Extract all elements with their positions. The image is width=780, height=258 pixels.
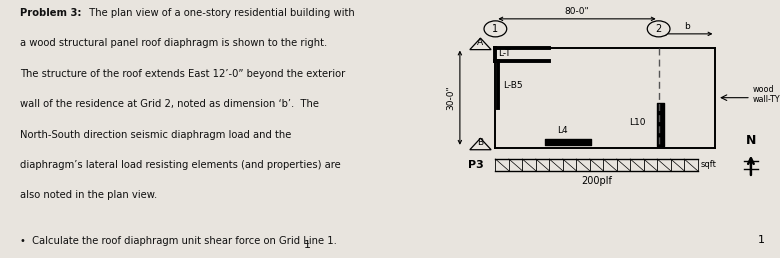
Text: sqft: sqft xyxy=(700,160,716,169)
Circle shape xyxy=(647,21,670,37)
Text: Problem 3:: Problem 3: xyxy=(20,8,82,18)
Text: •  Calculate the roof diaphragm unit shear force on Grid Line 1.: • Calculate the roof diaphragm unit shea… xyxy=(20,236,337,246)
Text: L10: L10 xyxy=(629,118,645,127)
Text: also noted in the plan view.: also noted in the plan view. xyxy=(20,190,158,200)
Text: L-T: L-T xyxy=(498,49,511,58)
Text: The plan view of a one-story residential building with: The plan view of a one-story residential… xyxy=(83,8,355,18)
Text: wall of the residence at Grid 2, noted as dimension ‘b’.  The: wall of the residence at Grid 2, noted a… xyxy=(20,99,320,109)
Text: diaphragm’s lateral load resisting elements (and properties) are: diaphragm’s lateral load resisting eleme… xyxy=(20,160,341,170)
Text: a wood structural panel roof diaphragm is shown to the right.: a wood structural panel roof diaphragm i… xyxy=(20,38,328,48)
Text: The structure of the roof extends East 12’-0” beyond the exterior: The structure of the roof extends East 1… xyxy=(20,69,346,79)
Text: 2: 2 xyxy=(655,24,661,34)
Text: b: b xyxy=(684,22,690,31)
Text: A: A xyxy=(477,38,484,47)
Text: 1: 1 xyxy=(304,240,311,250)
Text: North-South direction seismic diaphragm load and the: North-South direction seismic diaphragm … xyxy=(20,130,292,140)
Text: P3: P3 xyxy=(468,160,484,170)
Text: 1: 1 xyxy=(492,24,498,34)
Text: L-B5: L-B5 xyxy=(503,81,523,90)
Text: B: B xyxy=(477,138,484,147)
Polygon shape xyxy=(470,138,491,150)
Circle shape xyxy=(484,21,507,37)
Text: 200plf: 200plf xyxy=(581,176,612,186)
Text: 1: 1 xyxy=(758,235,765,245)
Text: N: N xyxy=(746,134,756,147)
Text: wood
wall-TYP: wood wall-TYP xyxy=(753,85,780,104)
Text: L4: L4 xyxy=(558,126,568,135)
Text: 80-0": 80-0" xyxy=(565,7,590,16)
Text: 30-0": 30-0" xyxy=(447,85,456,110)
Polygon shape xyxy=(470,38,491,50)
